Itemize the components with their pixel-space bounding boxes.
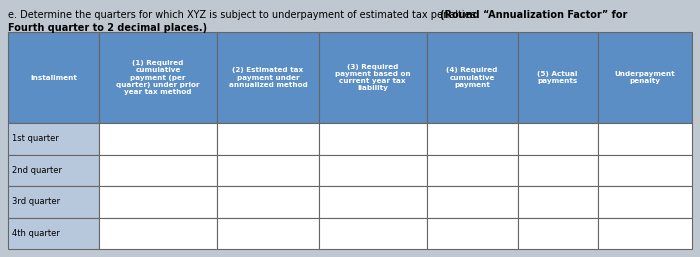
Bar [427,186,517,217]
Bar [598,32,692,123]
Bar [8,217,99,249]
Bar [427,217,517,249]
Bar [218,217,318,249]
Bar [99,217,218,249]
Text: Underpayment
penalty: Underpayment penalty [615,71,676,84]
Bar [517,32,598,123]
Bar [427,155,517,186]
Text: 3rd quarter: 3rd quarter [12,197,60,206]
Bar [598,186,692,217]
Bar [218,123,318,155]
Bar [99,155,218,186]
Bar [318,155,427,186]
Bar [427,32,517,123]
Bar [517,186,598,217]
Text: (2) Estimated tax
payment under
annualized method: (2) Estimated tax payment under annualiz… [229,67,307,88]
Text: 2nd quarter: 2nd quarter [12,166,62,175]
Text: (Round “Annualization Factor” for: (Round “Annualization Factor” for [440,10,627,20]
Bar [99,186,218,217]
Bar [517,155,598,186]
Bar [8,155,99,186]
Bar [598,155,692,186]
Bar [318,32,427,123]
Bar [318,217,427,249]
Bar [517,123,598,155]
Bar [598,123,692,155]
Text: 1st quarter: 1st quarter [12,134,59,143]
Bar [218,155,318,186]
Bar [598,217,692,249]
Text: (3) Required
payment based on
current year tax
liability: (3) Required payment based on current ye… [335,64,410,91]
Bar [8,186,99,217]
Bar [427,123,517,155]
Text: e. Determine the quarters for which XYZ is subject to underpayment of estimated : e. Determine the quarters for which XYZ … [8,10,482,20]
Text: (1) Required
cumulative
payment (per
quarter) under prior
year tax method: (1) Required cumulative payment (per qua… [116,60,200,95]
Text: (5) Actual
payments: (5) Actual payments [538,71,578,84]
Bar [8,32,99,123]
Text: Installment: Installment [30,75,77,81]
Text: Fourth quarter to 2 decimal places.): Fourth quarter to 2 decimal places.) [8,23,207,33]
Bar [99,123,218,155]
Bar [318,123,427,155]
Text: 4th quarter: 4th quarter [12,229,60,238]
Bar [517,217,598,249]
Bar [318,186,427,217]
Bar [218,32,318,123]
Bar [99,32,218,123]
Text: (4) Required
cumulative
payment: (4) Required cumulative payment [447,67,498,88]
Bar [8,123,99,155]
Bar [218,186,318,217]
